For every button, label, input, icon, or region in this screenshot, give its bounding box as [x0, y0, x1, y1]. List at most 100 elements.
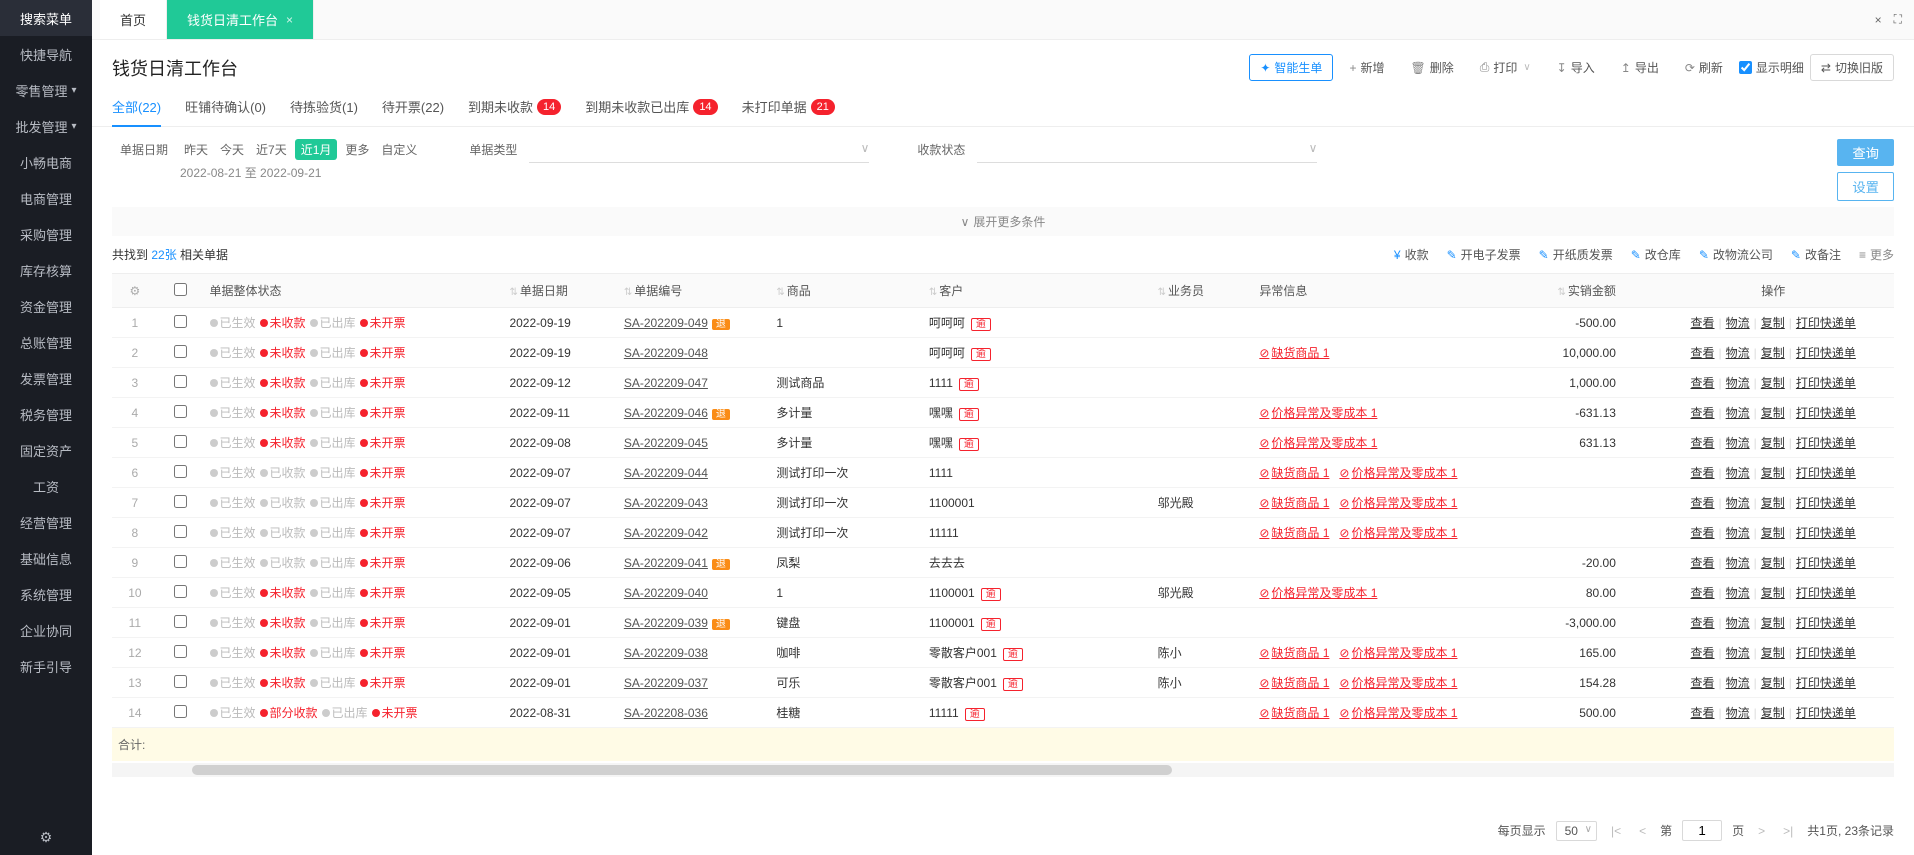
add-button[interactable]: +新增: [1339, 55, 1394, 80]
order-no-link[interactable]: SA-202208-036: [624, 706, 708, 720]
result-action[interactable]: ✎改备注: [1791, 246, 1841, 263]
table-row[interactable]: 11已生效未收款已出库未开票2022-09-01SA-202209-039退键盘…: [112, 608, 1894, 638]
table-row[interactable]: 10已生效未收款已出库未开票2022-09-05SA-202209-040111…: [112, 578, 1894, 608]
result-action[interactable]: ✎开电子发票: [1447, 246, 1521, 263]
op-logistics[interactable]: 物流: [1726, 316, 1750, 330]
row-checkbox[interactable]: [174, 615, 187, 628]
order-no-link[interactable]: SA-202209-038: [624, 646, 708, 660]
row-checkbox[interactable]: [174, 345, 187, 358]
sidebar-item[interactable]: 电商管理: [0, 180, 92, 216]
op-logistics[interactable]: 物流: [1726, 376, 1750, 390]
date-shortcut[interactable]: 近7天: [252, 139, 291, 160]
order-no-link[interactable]: SA-202209-049: [624, 316, 708, 330]
row-checkbox[interactable]: [174, 465, 187, 478]
table-row[interactable]: 6已生效已收款已出库未开票2022-09-07SA-202209-044测试打印…: [112, 458, 1894, 488]
row-checkbox[interactable]: [174, 585, 187, 598]
result-action[interactable]: ✎改物流公司: [1699, 246, 1773, 263]
sidebar-item[interactable]: 采购管理: [0, 216, 92, 252]
op-logistics[interactable]: 物流: [1726, 466, 1750, 480]
filter-type-input[interactable]: ∨: [529, 139, 869, 163]
op-print-express[interactable]: 打印快递单: [1796, 676, 1856, 690]
page-first[interactable]: |<: [1607, 824, 1625, 838]
row-checkbox[interactable]: [174, 375, 187, 388]
sidebar-item[interactable]: 资金管理: [0, 288, 92, 324]
sidebar-item[interactable]: 快捷导航: [0, 36, 92, 72]
row-checkbox[interactable]: [174, 315, 187, 328]
op-copy[interactable]: 复制: [1761, 346, 1785, 360]
close-icon[interactable]: ×: [286, 13, 293, 27]
op-print-express[interactable]: 打印快递单: [1796, 466, 1856, 480]
op-copy[interactable]: 复制: [1761, 436, 1785, 450]
warn-link[interactable]: 价格异常及零成本 1: [1339, 494, 1457, 511]
table-row[interactable]: 1已生效未收款已出库未开票2022-09-19SA-202209-049退1呵呵…: [112, 308, 1894, 338]
date-shortcut[interactable]: 昨天: [180, 139, 212, 160]
warn-link[interactable]: 价格异常及零成本 1: [1339, 674, 1457, 691]
op-view[interactable]: 查看: [1690, 346, 1714, 360]
op-copy[interactable]: 复制: [1761, 316, 1785, 330]
op-copy[interactable]: 复制: [1761, 556, 1785, 570]
op-view[interactable]: 查看: [1690, 436, 1714, 450]
order-no-link[interactable]: SA-202209-040: [624, 586, 708, 600]
order-no-link[interactable]: SA-202209-037: [624, 676, 708, 690]
print-button[interactable]: ⎙打印∨: [1470, 55, 1541, 80]
op-copy[interactable]: 复制: [1761, 646, 1785, 660]
tab-active[interactable]: 钱货日清工作台 ×: [167, 0, 314, 39]
expand-filters-toggle[interactable]: ∨展开更多条件: [112, 207, 1894, 236]
op-copy[interactable]: 复制: [1761, 586, 1785, 600]
warn-link[interactable]: 价格异常及零成本 1: [1339, 704, 1457, 721]
col-salesman[interactable]: ⇅业务员: [1152, 274, 1254, 308]
op-logistics[interactable]: 物流: [1726, 646, 1750, 660]
warn-link[interactable]: 缺货商品 1: [1259, 344, 1329, 361]
warn-link[interactable]: 价格异常及零成本 1: [1339, 644, 1457, 661]
warn-link[interactable]: 价格异常及零成本 1: [1259, 404, 1377, 421]
sidebar-item[interactable]: 系统管理: [0, 576, 92, 612]
op-print-express[interactable]: 打印快递单: [1796, 496, 1856, 510]
sidebar-item[interactable]: 发票管理: [0, 360, 92, 396]
op-copy[interactable]: 复制: [1761, 676, 1785, 690]
search-button[interactable]: 查询: [1837, 139, 1894, 166]
op-view[interactable]: 查看: [1690, 406, 1714, 420]
sidebar-settings[interactable]: ⚙: [0, 819, 92, 855]
row-checkbox[interactable]: [174, 705, 187, 718]
date-shortcut[interactable]: 今天: [216, 139, 248, 160]
order-no-link[interactable]: SA-202209-047: [624, 376, 708, 390]
op-logistics[interactable]: 物流: [1726, 706, 1750, 720]
status-tab[interactable]: 待开票(22): [382, 89, 444, 126]
row-checkbox[interactable]: [174, 525, 187, 538]
sidebar-item[interactable]: 税务管理: [0, 396, 92, 432]
warn-link[interactable]: 缺货商品 1: [1259, 494, 1329, 511]
sidebar-item[interactable]: 工资: [0, 468, 92, 504]
op-print-express[interactable]: 打印快递单: [1796, 406, 1856, 420]
sidebar-item[interactable]: 批发管理▾: [0, 108, 92, 144]
op-print-express[interactable]: 打印快递单: [1796, 526, 1856, 540]
status-tab[interactable]: 到期未收款14: [468, 89, 561, 126]
op-print-express[interactable]: 打印快递单: [1796, 616, 1856, 630]
table-row[interactable]: 5已生效未收款已出库未开票2022-09-08SA-202209-045多计量嘿…: [112, 428, 1894, 458]
result-action[interactable]: ✎改仓库: [1631, 246, 1681, 263]
op-print-express[interactable]: 打印快递单: [1796, 436, 1856, 450]
delete-button[interactable]: 🗑删除: [1400, 55, 1463, 80]
col-amount[interactable]: ⇅实销金额: [1520, 274, 1622, 308]
op-print-express[interactable]: 打印快递单: [1796, 346, 1856, 360]
table-row[interactable]: 3已生效未收款已出库未开票2022-09-12SA-202209-047测试商品…: [112, 368, 1894, 398]
op-view[interactable]: 查看: [1690, 676, 1714, 690]
op-view[interactable]: 查看: [1690, 646, 1714, 660]
order-no-link[interactable]: SA-202209-045: [624, 436, 708, 450]
per-page-select[interactable]: 50: [1556, 821, 1597, 841]
op-print-express[interactable]: 打印快递单: [1796, 556, 1856, 570]
op-print-express[interactable]: 打印快递单: [1796, 376, 1856, 390]
warn-link[interactable]: 价格异常及零成本 1: [1339, 464, 1457, 481]
op-copy[interactable]: 复制: [1761, 526, 1785, 540]
warn-link[interactable]: 价格异常及零成本 1: [1259, 584, 1377, 601]
status-tab[interactable]: 待拣验货(1): [290, 89, 358, 126]
switch-old-button[interactable]: ⇄切换旧版: [1810, 54, 1894, 81]
page-next[interactable]: >: [1754, 824, 1769, 838]
sidebar-item[interactable]: 小畅电商: [0, 144, 92, 180]
result-action-more[interactable]: ≡ 更多: [1859, 246, 1894, 263]
date-shortcut[interactable]: 更多: [341, 139, 373, 160]
tab-close-all-icon[interactable]: ×: [1875, 13, 1882, 27]
page-prev[interactable]: <: [1635, 824, 1650, 838]
scrollbar-thumb[interactable]: [192, 765, 1172, 775]
op-logistics[interactable]: 物流: [1726, 586, 1750, 600]
op-print-express[interactable]: 打印快递单: [1796, 706, 1856, 720]
